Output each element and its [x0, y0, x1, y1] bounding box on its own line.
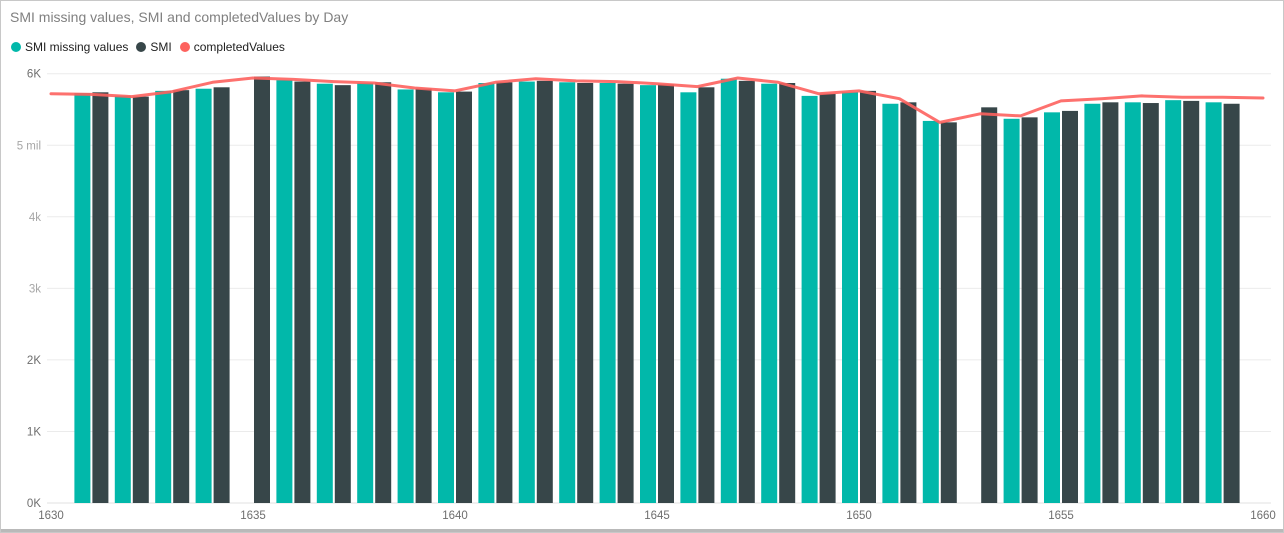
bar-smi-missing-values[interactable] — [559, 82, 576, 503]
bar-smi-missing-values[interactable] — [155, 90, 172, 503]
x-tick-label: 1655 — [1048, 510, 1074, 522]
bar-smi[interactable] — [981, 107, 998, 504]
bar-smi[interactable] — [658, 84, 674, 504]
bar-smi[interactable] — [940, 122, 957, 503]
x-tick-label: 1640 — [442, 510, 468, 522]
bar-smi-missing-values[interactable] — [882, 103, 899, 503]
legend-item-smi[interactable]: SMI — [136, 40, 172, 54]
legend-item-completedvalues[interactable]: completedValues — [179, 40, 285, 54]
bar-smi-missing-values[interactable] — [1044, 112, 1060, 503]
x-tick-label: 1645 — [644, 510, 670, 522]
bar-smi[interactable] — [617, 83, 634, 503]
bar-smi[interactable] — [779, 83, 796, 504]
bar-smi-missing-values[interactable] — [276, 80, 293, 504]
bar-smi-missing-values[interactable] — [599, 83, 616, 504]
bar-smi[interactable] — [375, 82, 392, 503]
bar-smi-missing-values[interactable] — [801, 95, 818, 504]
y-tick-label: 2K — [27, 355, 41, 367]
bar-smi[interactable] — [1183, 100, 1200, 503]
bar-smi-missing-values[interactable] — [195, 88, 212, 504]
legend-dot-icon — [136, 42, 147, 52]
bar-smi-missing-values[interactable] — [761, 83, 778, 503]
bar-smi[interactable] — [819, 93, 836, 503]
completed-values-line[interactable] — [49, 76, 1265, 124]
bar-smi[interactable] — [1062, 110, 1078, 503]
y-tick-label: 1K — [27, 426, 41, 438]
bar-smi[interactable] — [577, 83, 594, 504]
bar-smi[interactable] — [456, 91, 472, 504]
bar-smi[interactable] — [334, 85, 351, 503]
bar-smi[interactable] — [92, 92, 109, 503]
legend-dot-icon — [11, 42, 21, 52]
x-tick-label: 1650 — [846, 510, 872, 522]
legend-label: SMI missing values — [25, 40, 129, 54]
legend-label: SMI — [150, 40, 172, 54]
bar-smi[interactable] — [415, 88, 432, 504]
x-tick-label: 1630 — [38, 510, 64, 522]
bar-smi-missing-values[interactable] — [640, 85, 656, 503]
y-tick-label: 3k — [29, 283, 41, 295]
bar-smi-missing-values[interactable] — [1165, 100, 1182, 504]
legend-label: completedValues — [193, 40, 285, 54]
bar-smi-missing-values[interactable] — [842, 92, 858, 503]
bar-smi-missing-values[interactable] — [74, 93, 91, 504]
bar-smi-missing-values[interactable] — [922, 120, 939, 503]
bar-smi-missing-values[interactable] — [438, 92, 454, 503]
y-tick-label: 4k — [29, 212, 41, 224]
bar-smi[interactable] — [698, 87, 715, 504]
legend: SMI missing values SMI completedValues — [11, 40, 293, 54]
bar-smi-missing-values[interactable] — [397, 89, 414, 503]
bar-smi-missing-values[interactable] — [1205, 102, 1222, 503]
y-tick-label: 0K — [27, 498, 41, 510]
bar-smi-missing-values[interactable] — [1084, 103, 1101, 503]
bar-smi-missing-values[interactable] — [518, 81, 535, 504]
bar-smi-missing-values[interactable] — [357, 83, 374, 504]
bar-smi[interactable] — [1102, 102, 1119, 503]
legend-item-smi-missing-values[interactable]: SMI missing values — [11, 40, 128, 54]
bar-smi[interactable] — [213, 87, 230, 504]
bar-smi[interactable] — [173, 90, 190, 504]
bar-smi-missing-values[interactable] — [114, 95, 131, 504]
bar-smi[interactable] — [1223, 103, 1240, 503]
bar-smi[interactable] — [1142, 103, 1159, 504]
bar-smi-missing-values[interactable] — [720, 78, 737, 504]
bar-smi-missing-values[interactable] — [680, 92, 697, 503]
y-tick-label: 5 mil — [17, 140, 41, 152]
bar-smi[interactable] — [536, 80, 553, 503]
bar-smi[interactable] — [1021, 117, 1038, 504]
chart-title: SMI missing values, SMI and completedVal… — [10, 9, 349, 25]
x-tick-label: 1635 — [240, 510, 266, 522]
bar-smi[interactable] — [496, 82, 513, 503]
bar-smi[interactable] — [132, 96, 149, 503]
y-tick-label: 6K — [27, 69, 41, 81]
bar-smi[interactable] — [900, 102, 917, 503]
bar-smi[interactable] — [860, 90, 876, 503]
bar-smi-missing-values[interactable] — [316, 83, 333, 503]
window-bottom-border — [1, 529, 1283, 532]
bar-smi[interactable] — [738, 80, 755, 503]
bar-smi-missing-values[interactable] — [1124, 102, 1141, 503]
bar-smi[interactable] — [254, 76, 270, 503]
bar-smi[interactable] — [294, 81, 311, 504]
bar-smi-missing-values[interactable] — [1003, 118, 1020, 504]
x-tick-label: 1660 — [1250, 510, 1276, 522]
legend-dot-icon — [179, 42, 190, 52]
bar-smi-missing-values[interactable] — [478, 83, 495, 504]
